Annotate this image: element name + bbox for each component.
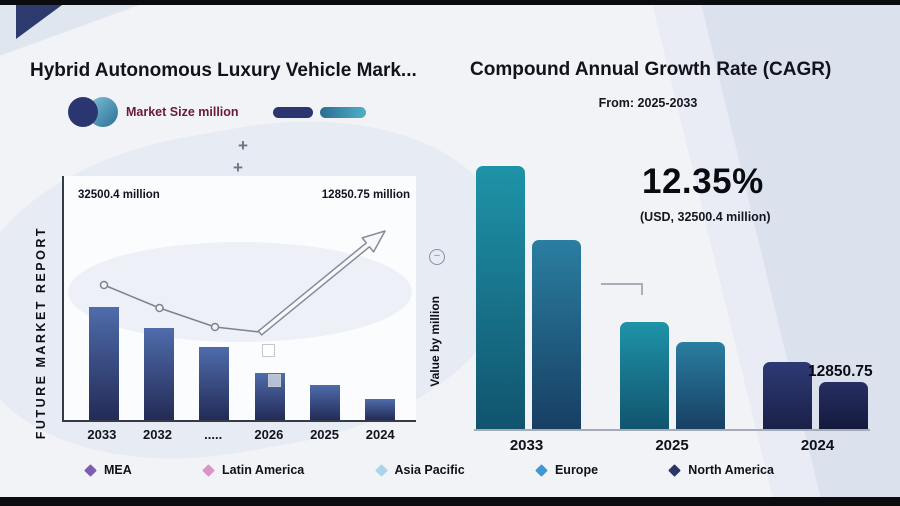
legend-diamond-icon: [202, 463, 215, 477]
legend-diamond-icon: [374, 463, 388, 477]
cagr-bar-2024-1: [763, 361, 812, 429]
cagr-bar-group-2024: [763, 159, 868, 429]
right-axis-tick-2025: 2025: [655, 437, 689, 454]
market-size-bar-.....: [199, 347, 230, 420]
legend-label: Latin America: [222, 463, 305, 477]
market-size-chart-title: Hybrid Autonomous Luxury Vehicle Mark...: [30, 60, 417, 81]
legend-label: Europe: [554, 463, 599, 477]
cagr-value: 12.35%: [642, 162, 764, 201]
left-axis-tick-2026: 2026: [254, 427, 284, 442]
legend-pill-teal: [319, 106, 366, 118]
market-size-bars: [76, 307, 408, 420]
cagr-bar-2024-2: [819, 382, 868, 429]
left-axis-tick-2024: 2024: [365, 427, 395, 442]
cagr-subtitle: From: 2025-2033: [598, 96, 698, 110]
cagr-bar-group-2025: [619, 159, 725, 429]
market-size-chart: 32500.4 million 12850.75 million: [62, 176, 416, 422]
chart-min-label: 12850.75 million: [321, 189, 410, 201]
right-axis-tick-2033: 2033: [509, 437, 544, 454]
plus-decoration: +: [233, 158, 243, 177]
cagr-title: Compound Annual Growth Rate (CAGR): [470, 59, 832, 80]
legend-diamond-icon: [84, 463, 97, 477]
left-axis-tick-2032: 2032: [143, 427, 172, 442]
left-x-axis: 2033 2032..... 2026 2025 2024: [74, 427, 408, 442]
market-size-bar-2033: [88, 307, 119, 420]
future-market-report-watermark: FUTURE MARKET REPORT: [34, 226, 48, 440]
bottom-border: [0, 497, 900, 506]
legend-item-north-america: North America: [668, 463, 774, 477]
disc-navy-icon: [68, 97, 98, 127]
cagr-bar-2033-1: [476, 166, 525, 429]
right-x-axis: 2033 2025 2024: [474, 437, 870, 454]
market-size-bar-2024: [365, 399, 396, 420]
left-axis-tick-2033: 2033: [87, 427, 117, 442]
market-size-disc-icon: [66, 95, 120, 129]
value-axis-label: Value by million: [428, 296, 442, 387]
square-decoration: [268, 374, 281, 387]
legend-item-mea: MEA: [84, 463, 132, 477]
legend-label: Asia Pacific: [394, 463, 465, 477]
cagr-bar-2033-2: [532, 239, 581, 429]
square-decoration: [262, 344, 275, 357]
cagr-bar-2025-2: [675, 341, 725, 429]
bracket-decoration: [601, 283, 643, 295]
top-border: [0, 0, 900, 5]
legend-item-latin-america: Latin America: [202, 463, 305, 477]
legend-pill-dark: [272, 106, 313, 118]
legend-item-asia-pacific: Asia Pacific: [374, 463, 465, 477]
legend-diamond-icon: [668, 463, 682, 477]
cagr-detail: (USD, 32500.4 million): [640, 210, 771, 224]
market-size-bar-2025: [309, 385, 340, 420]
right-axis-tick-2024: 2024: [800, 437, 835, 454]
plus-decoration: +: [238, 136, 248, 155]
cagr-chart: [474, 159, 870, 431]
left-axis-tick-.....: .....: [204, 427, 223, 442]
legend-item-europe: Europe: [535, 463, 599, 477]
legend-diamond-icon: [535, 463, 548, 477]
legend-label: MEA: [104, 463, 132, 477]
legend-label: North America: [688, 463, 774, 477]
market-size-label: Market Size million: [126, 105, 239, 119]
value-annotation: 12850.75: [808, 363, 873, 380]
region-legend: MEA Latin America Asia Pacific Europe North …: [84, 463, 774, 477]
market-size-bar-2032: [143, 327, 174, 420]
left-axis-tick-2025: 2025: [310, 427, 339, 442]
chart-max-label: 32500.4 million: [78, 189, 160, 201]
cagr-bar-group-2033: [476, 159, 581, 429]
circle-minus-decoration: −: [429, 249, 445, 265]
cagr-bar-2025-1: [619, 322, 669, 429]
market-size-legend: Market Size million: [66, 95, 366, 129]
